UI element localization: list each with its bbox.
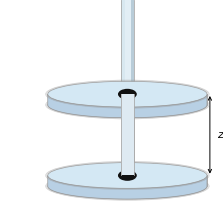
Polygon shape <box>48 94 207 118</box>
Ellipse shape <box>48 92 207 118</box>
Ellipse shape <box>48 173 207 199</box>
Ellipse shape <box>48 81 207 107</box>
Polygon shape <box>121 0 125 197</box>
Polygon shape <box>131 0 134 197</box>
Ellipse shape <box>118 89 137 100</box>
Text: z: z <box>217 130 223 140</box>
Polygon shape <box>48 175 207 199</box>
Polygon shape <box>125 0 131 197</box>
Ellipse shape <box>48 163 207 188</box>
Polygon shape <box>121 94 134 175</box>
Ellipse shape <box>118 170 137 181</box>
